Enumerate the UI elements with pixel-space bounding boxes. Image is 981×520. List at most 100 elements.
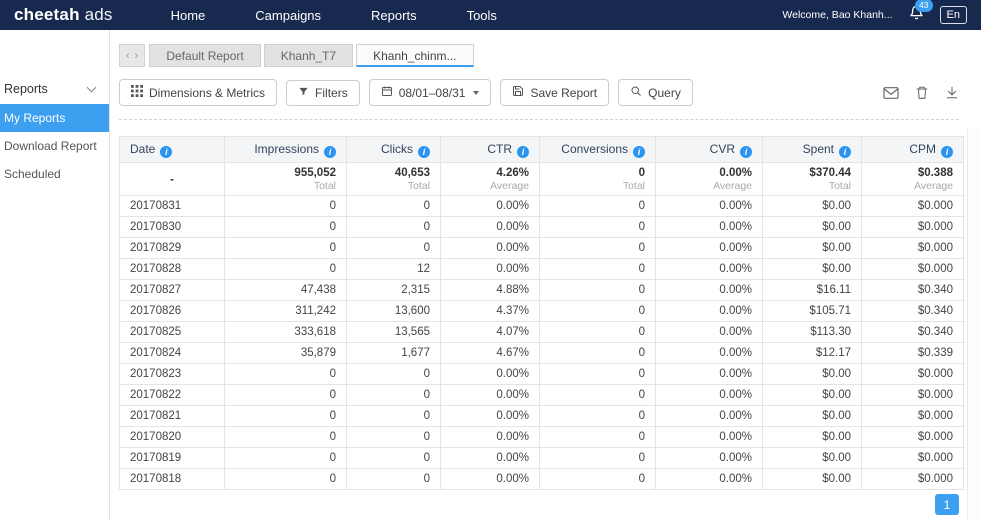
value-cell: 0 — [346, 216, 441, 238]
notifications-button[interactable]: 43 — [909, 0, 933, 25]
sidebar-item-my-reports[interactable]: My Reports — [0, 104, 109, 132]
download-icon[interactable] — [945, 85, 959, 100]
table-row[interactable]: 20170828 0 12 0.00% 0 0.00% $0.00 $0.000 — [119, 258, 964, 280]
table-row[interactable]: 20170818 0 0 0.00% 0 0.00% $0.00 $0.000 — [119, 468, 964, 490]
mail-icon[interactable] — [883, 86, 899, 100]
table-row[interactable]: 20170824 35,879 1,677 4.67% 0 0.00% $12.17 $0.3… — [119, 342, 964, 364]
table-row[interactable]: 20170829 0 0 0.00% 0 0.00% $0.00 $0.000 — [119, 237, 964, 259]
dashed-separator — [119, 119, 959, 120]
value-cell: $0.00 — [762, 405, 862, 427]
value-cell: 0.00% — [440, 426, 540, 448]
value-cell: $0.00 — [762, 447, 862, 469]
nav-item-tools[interactable]: Tools — [466, 7, 497, 23]
info-icon[interactable]: i — [740, 145, 752, 158]
trash-icon[interactable] — [915, 85, 929, 100]
table-row[interactable]: 20170825 333,618 13,565 4.07% 0 0.00% $113.30 $… — [119, 321, 964, 343]
brand-logo[interactable]: cheetah ads — [14, 5, 113, 25]
info-icon[interactable]: i — [324, 145, 336, 158]
value-cell: $0.339 — [861, 342, 964, 364]
column-header-ctr[interactable]: CTR i — [440, 136, 540, 163]
sidebar-item-download-report[interactable]: Download Report — [4, 139, 97, 153]
table-row[interactable]: 20170827 47,438 2,315 4.88% 0 0.00% $16.11 $0.3… — [119, 279, 964, 301]
nav-item-home[interactable]: Home — [170, 7, 206, 23]
info-icon[interactable]: i — [633, 145, 645, 158]
table-row[interactable]: 20170820 0 0 0.00% 0 0.00% $0.00 $0.000 — [119, 426, 964, 448]
info-icon[interactable]: i — [418, 145, 430, 158]
date-cell: 20170830 — [119, 216, 225, 238]
value-cell: 0.00% — [655, 405, 763, 427]
info-icon[interactable]: i — [517, 145, 529, 158]
value-cell: 0.00% — [440, 447, 540, 469]
value-cell: 4.67% — [440, 342, 540, 364]
value-cell: 0 — [539, 468, 656, 490]
page-1-button[interactable]: 1 — [935, 494, 959, 515]
column-header-cpm[interactable]: CPM i — [861, 136, 964, 163]
column-header-cvr[interactable]: CVR i — [655, 136, 763, 163]
value-cell: 311,242 — [224, 300, 347, 322]
value-cell: 0.00% — [655, 426, 763, 448]
column-header-spent[interactable]: Spent i — [762, 136, 862, 163]
total-sublabel: Average — [914, 180, 953, 192]
value-cell: $12.17 — [762, 342, 862, 364]
value-cell: 47,438 — [224, 279, 347, 301]
table-header-row: Date i Impressions i Clicks i CTR i Conversions i… — [119, 136, 964, 163]
table-row[interactable]: 20170821 0 0 0.00% 0 0.00% $0.00 $0.000 — [119, 405, 964, 427]
value-cell: 0 — [346, 195, 441, 217]
total-sublabel: Total — [313, 180, 336, 192]
table-row[interactable]: 20170822 0 0 0.00% 0 0.00% $0.00 $0.000 — [119, 384, 964, 406]
table-row[interactable]: 20170819 0 0 0.00% 0 0.00% $0.00 $0.000 — [119, 447, 964, 469]
nav-item-campaigns[interactable]: Campaigns — [255, 7, 322, 23]
column-header-clicks[interactable]: Clicks i — [346, 136, 441, 163]
scrollbar-track[interactable] — [967, 128, 981, 520]
tab-default-report[interactable]: Default Report — [149, 44, 261, 67]
column-label: Conversions — [561, 141, 628, 156]
column-header-conversions[interactable]: Conversions i — [539, 136, 656, 163]
date-range-button[interactable]: 08/01–08/31 — [368, 79, 492, 106]
date-cell: 20170818 — [119, 468, 225, 490]
value-cell: 12 — [346, 258, 441, 280]
tab-scroll-arrows[interactable]: ‹ › — [119, 44, 146, 67]
value-cell: 0 — [346, 447, 441, 469]
tab-scroll-right-icon[interactable]: › — [134, 49, 139, 62]
brand-light: ads — [79, 5, 113, 24]
column-label: CTR — [487, 141, 512, 156]
date-cell: 20170828 — [119, 258, 225, 280]
filters-button[interactable]: Filters — [286, 79, 360, 106]
value-cell: 0 — [539, 363, 656, 385]
total-cell: 0 Total — [539, 162, 656, 196]
value-cell: $0.340 — [861, 279, 964, 301]
info-icon[interactable]: i — [160, 145, 173, 158]
value-cell: 0 — [539, 321, 656, 343]
info-icon[interactable]: i — [839, 145, 851, 158]
query-button[interactable]: Query — [618, 79, 693, 106]
value-cell: $0.000 — [861, 363, 964, 385]
dimensions-metrics-button[interactable]: Dimensions & Metrics — [119, 79, 278, 106]
nav-item-reports[interactable]: Reports — [371, 7, 417, 23]
column-header-date[interactable]: Date i — [119, 136, 225, 163]
date-cell: 20170819 — [119, 447, 225, 469]
column-header-impressions[interactable]: Impressions i — [224, 136, 347, 163]
total-cell: 955,052 Total — [224, 162, 347, 196]
save-report-button[interactable]: Save Report — [500, 79, 610, 106]
value-cell: 0.00% — [440, 237, 540, 259]
info-icon[interactable]: i — [941, 145, 953, 158]
tab-scroll-left-icon[interactable]: ‹ — [126, 49, 130, 62]
value-cell: 0.00% — [440, 258, 540, 280]
tab-khanh-chinm[interactable]: Khanh_chinm... — [356, 44, 474, 67]
table-row[interactable]: 20170826 311,242 13,600 4.37% 0 0.00% $105.71 $… — [119, 300, 964, 322]
table-row[interactable]: 20170830 0 0 0.00% 0 0.00% $0.00 $0.000 — [119, 216, 964, 238]
toolbar-right-icons — [883, 85, 959, 100]
sidebar-item-scheduled[interactable]: Scheduled — [4, 167, 61, 181]
language-button[interactable]: En — [939, 6, 967, 24]
caret-down-icon — [473, 90, 480, 95]
value-cell: 0.00% — [655, 342, 763, 364]
report-tabbar: ‹ › Default Report Khanh_T7 Khanh_chinm... — [119, 44, 959, 67]
value-cell: 0 — [539, 426, 656, 448]
toolbar: Dimensions & Metrics Filters 08/01–08/31… — [119, 79, 959, 106]
table-row[interactable]: 20170823 0 0 0.00% 0 0.00% $0.00 $0.000 — [119, 363, 964, 385]
table-row[interactable]: 20170831 0 0 0.00% 0 0.00% $0.00 $0.000 — [119, 195, 964, 217]
total-value: $370.44 — [809, 167, 851, 179]
tab-khanh-t7[interactable]: Khanh_T7 — [263, 44, 354, 67]
value-cell: 0 — [224, 447, 347, 469]
sidebar-section-reports[interactable]: Reports — [0, 74, 109, 104]
